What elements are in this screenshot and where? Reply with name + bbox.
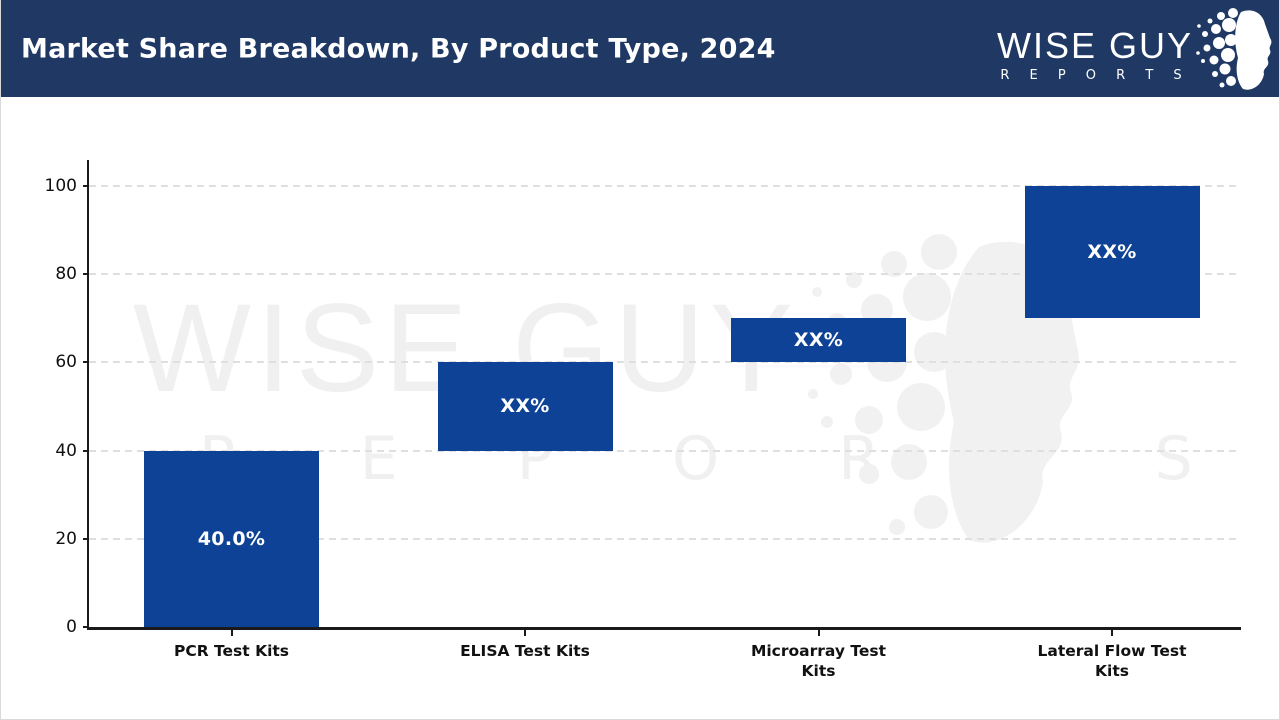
bar-value-label: XX% <box>793 329 844 352</box>
y-tick-100 <box>83 185 89 187</box>
category-label-line: Microarray Test <box>750 642 887 660</box>
logo-subtext: R E P O R T S <box>1000 68 1190 83</box>
bar-value-label: 40.0% <box>197 527 266 550</box>
head-logo-icon <box>1196 8 1272 90</box>
header: Market Share Breakdown, By Product Type,… <box>1 0 1279 97</box>
category-label-2: ELISA Test Kits <box>405 641 645 661</box>
gridline-80 <box>89 273 1241 276</box>
x-tick-1 <box>230 629 233 636</box>
category-label-line: ELISA Test Kits <box>460 642 590 660</box>
gridline-20 <box>89 537 1241 540</box>
x-tick-3 <box>817 629 820 636</box>
bar-1: 40.0% <box>144 450 319 627</box>
category-label-line: PCR Test Kits <box>173 642 290 660</box>
y-tick-80 <box>83 273 89 276</box>
y-tick-40 <box>83 449 89 452</box>
category-label-line: Kits <box>801 662 836 680</box>
y-tick-20 <box>83 537 89 540</box>
gridline-60 <box>89 361 1241 364</box>
category-label-4: Lateral Flow Test Kits <box>992 641 1232 681</box>
x-axis-line <box>87 627 1241 630</box>
y-tick-label-40: 40 <box>55 440 77 461</box>
y-tick-label-80: 80 <box>55 264 77 285</box>
y-axis-line <box>87 160 89 629</box>
logo-text: WISE GUY R E P O R T S <box>997 25 1193 83</box>
y-tick-0 <box>83 626 89 628</box>
y-tick-label-100: 100 <box>44 176 77 196</box>
bar-4: XX% <box>1024 186 1200 319</box>
category-label-line: Kits <box>1095 662 1129 680</box>
y-tick-label-0: 0 <box>66 617 77 637</box>
bar-value-label: XX% <box>500 395 550 418</box>
category-label-3: Microarray Test Kits <box>699 641 939 681</box>
y-tick-60 <box>83 361 89 364</box>
gridline-100 <box>89 185 1241 187</box>
wiseguy-logo: WISE GUY R E P O R T S <box>997 6 1273 92</box>
bar-2: XX% <box>437 362 613 451</box>
y-tick-label-60: 60 <box>55 352 77 373</box>
category-label-line: Lateral Flow Test <box>1037 642 1187 660</box>
gridline-40 <box>89 449 1241 452</box>
bar-3: XX% <box>731 318 906 363</box>
bar-value-label: XX% <box>1087 241 1137 264</box>
x-tick-2 <box>524 629 526 636</box>
logo-wordmark: WISE GUY <box>996 25 1193 66</box>
watermark-subtext: R E P O R T S <box>199 423 1243 494</box>
x-tick-4 <box>1111 629 1113 636</box>
y-tick-label-20: 20 <box>55 528 77 549</box>
category-label-1: PCR Test Kits <box>112 641 352 661</box>
page-title: Market Share Breakdown, By Product Type,… <box>21 33 776 64</box>
